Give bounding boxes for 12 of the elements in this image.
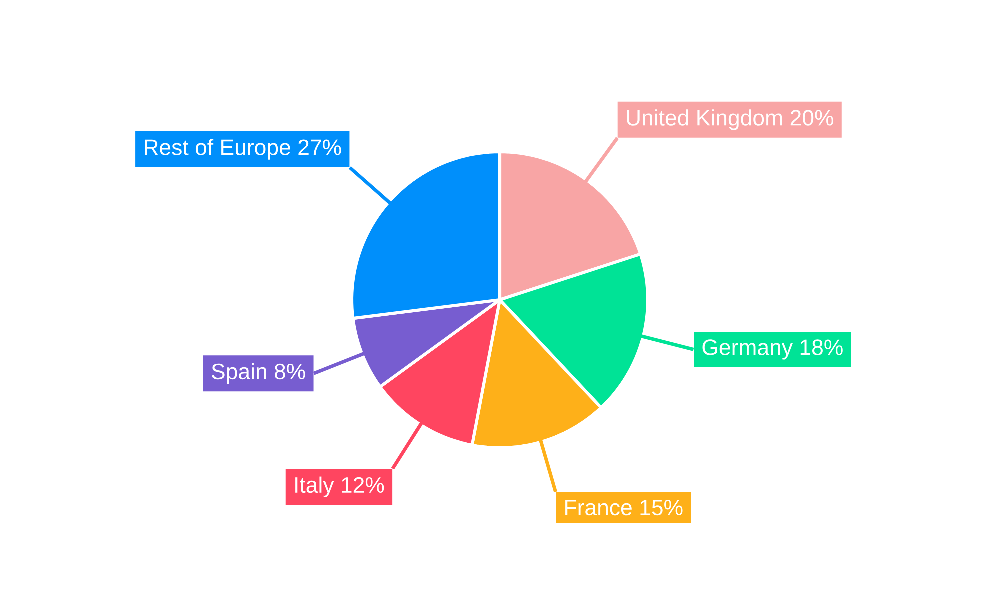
slice-label: Germany	[702, 340, 793, 360]
data-label: 27%	[298, 140, 342, 156]
slice-label: United Kingdom	[627, 110, 782, 130]
data-label: 20%	[790, 110, 834, 126]
slice-label: France	[566, 500, 632, 516]
slice-label: Rest of Europe	[145, 139, 290, 160]
data-label: 8%	[274, 364, 306, 380]
slice-label: Italy	[296, 476, 334, 498]
data-label: 18%	[800, 340, 843, 356]
slice-label: Spain	[212, 363, 266, 384]
data-label: 15%	[640, 500, 683, 516]
data-label: 12%	[342, 477, 384, 494]
